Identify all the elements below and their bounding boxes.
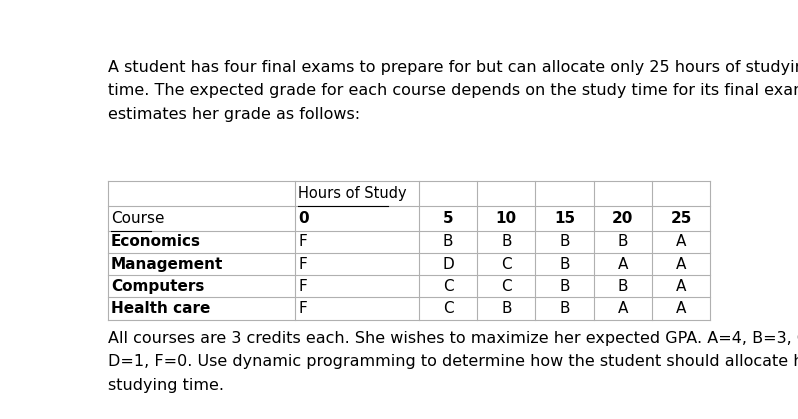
Text: 10: 10 <box>496 211 517 226</box>
Text: C: C <box>443 301 453 316</box>
Text: 20: 20 <box>612 211 634 226</box>
Text: A student has four final exams to prepare for but can allocate only 25 hours of : A student has four final exams to prepar… <box>108 60 798 122</box>
Text: Economics: Economics <box>111 235 201 249</box>
Text: Hours of Study: Hours of Study <box>298 186 407 201</box>
Text: A: A <box>676 279 686 294</box>
Text: C: C <box>443 279 453 294</box>
Text: B: B <box>559 257 570 272</box>
Text: A: A <box>676 301 686 316</box>
Text: B: B <box>618 235 628 249</box>
Text: Computers: Computers <box>111 279 204 294</box>
Text: A: A <box>618 301 628 316</box>
Text: C: C <box>501 279 512 294</box>
Text: A: A <box>676 235 686 249</box>
Text: All courses are 3 credits each. She wishes to maximize her expected GPA. A=4, B=: All courses are 3 credits each. She wish… <box>108 331 798 393</box>
Text: A: A <box>618 257 628 272</box>
Text: C: C <box>501 257 512 272</box>
Text: A: A <box>676 257 686 272</box>
Text: F: F <box>298 257 307 272</box>
Text: B: B <box>559 279 570 294</box>
Text: B: B <box>501 301 512 316</box>
Text: 0: 0 <box>298 211 309 226</box>
Text: 15: 15 <box>554 211 575 226</box>
Text: B: B <box>618 279 628 294</box>
Text: B: B <box>501 235 512 249</box>
Text: F: F <box>298 235 307 249</box>
Text: B: B <box>559 301 570 316</box>
Text: 5: 5 <box>443 211 453 226</box>
Text: F: F <box>298 279 307 294</box>
Text: B: B <box>559 235 570 249</box>
Text: B: B <box>443 235 453 249</box>
Text: Course: Course <box>111 211 164 226</box>
Text: F: F <box>298 301 307 316</box>
Text: D: D <box>442 257 454 272</box>
Text: Management: Management <box>111 257 223 272</box>
Text: 25: 25 <box>670 211 692 226</box>
Text: Health care: Health care <box>111 301 210 316</box>
